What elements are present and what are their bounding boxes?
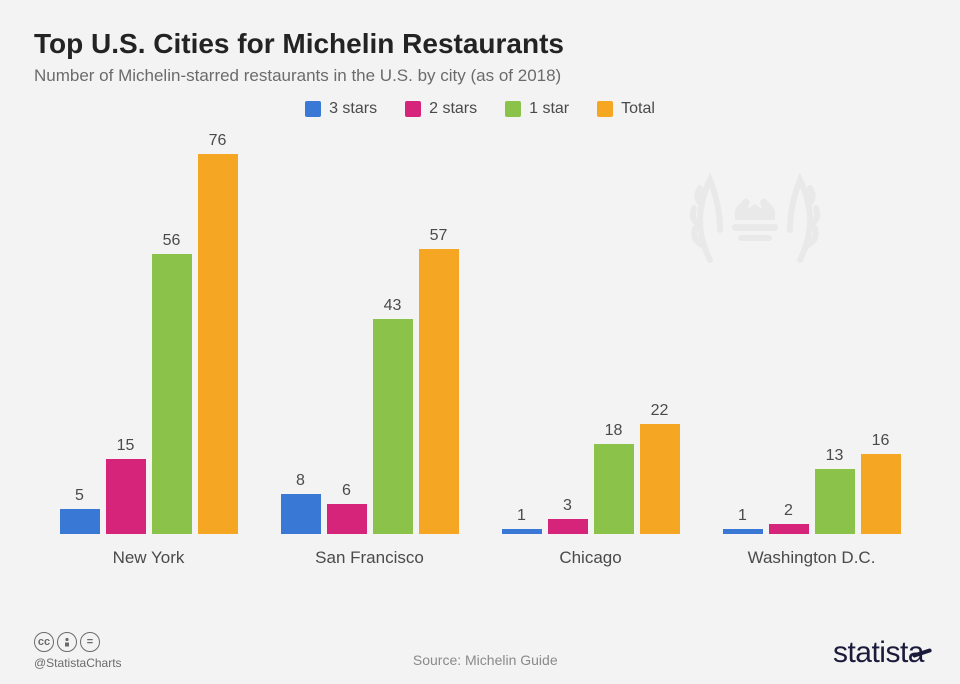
bar [327,504,367,534]
category-label: Washington D.C. [748,548,876,568]
bar-column: 6 [327,482,367,534]
footer: cc = @StatistaCharts Source: Michelin Gu… [34,632,926,670]
bar-column: 5 [60,487,100,534]
bar-value-label: 18 [605,422,623,440]
bar-column: 56 [152,232,192,534]
bar-column: 16 [861,432,901,534]
chart-title: Top U.S. Cities for Michelin Restaurants [34,28,926,60]
laurel-icon [680,150,830,285]
bar [198,154,238,534]
chart-subtitle: Number of Michelin-starred restaurants i… [34,66,926,86]
source-text: Source: Michelin Guide [413,652,558,668]
bar-value-label: 2 [784,502,793,520]
legend-swatch [505,101,521,117]
legend-label: Total [621,100,655,118]
category-label: Chicago [559,548,621,568]
bar [723,529,763,534]
cc-icon: cc [34,632,54,652]
bar-value-label: 22 [651,402,669,420]
legend-item: Total [597,100,655,118]
bar-column: 2 [769,502,809,534]
bar-column: 1 [502,507,542,534]
nd-icon: = [80,632,100,652]
twitter-handle: @StatistaCharts [34,656,122,670]
legend-swatch [405,101,421,117]
bar-value-label: 43 [384,297,402,315]
legend-item: 3 stars [305,100,377,118]
bar-column: 18 [594,422,634,534]
bars: 8 6 43 57 [281,134,459,534]
category-label: New York [113,548,185,568]
bar [548,519,588,534]
bar-column: 15 [106,437,146,534]
legend-label: 3 stars [329,100,377,118]
bar-value-label: 76 [209,132,227,150]
bar-column: 22 [640,402,680,534]
bar-column: 8 [281,472,321,534]
bar [502,529,542,534]
chart-container: Top U.S. Cities for Michelin Restaurants… [0,0,960,684]
bars: 1 3 18 22 [502,134,680,534]
bar-group: 5 15 56 76 New York [38,134,259,568]
bar [106,459,146,534]
bar-value-label: 8 [296,472,305,490]
footer-left: cc = @StatistaCharts [34,632,122,670]
legend-swatch [597,101,613,117]
bar [815,469,855,534]
bar-value-label: 1 [517,507,526,525]
bar [640,424,680,534]
bar-value-label: 57 [430,227,448,245]
bar [419,249,459,534]
bar-value-label: 1 [738,507,747,525]
legend-item: 2 stars [405,100,477,118]
legend-item: 1 star [505,100,569,118]
bar-column: 43 [373,297,413,534]
category-label: San Francisco [315,548,424,568]
bar-column: 76 [198,132,238,534]
bar-value-label: 5 [75,487,84,505]
bar-value-label: 3 [563,497,572,515]
bar-value-label: 16 [872,432,890,450]
legend-label: 1 star [529,100,569,118]
bar [769,524,809,534]
bar-value-label: 56 [163,232,181,250]
bar-column: 3 [548,497,588,534]
legend-label: 2 stars [429,100,477,118]
bars: 5 15 56 76 [60,134,238,534]
bar-group: 1 3 18 22 Chicago [480,134,701,568]
bar-group: 8 6 43 57 San Francisco [259,134,480,568]
by-icon [57,632,77,652]
bar-value-label: 6 [342,482,351,500]
bar-value-label: 13 [826,447,844,465]
bar [281,494,321,534]
bar [152,254,192,534]
statista-logo: statista [833,636,926,670]
legend: 3 stars 2 stars 1 star Total [34,100,926,118]
bar-value-label: 15 [117,437,135,455]
legend-swatch [305,101,321,117]
cc-badges: cc = [34,632,122,652]
bar [60,509,100,534]
bar [594,444,634,534]
bar [861,454,901,534]
bar-column: 13 [815,447,855,534]
bar-column: 1 [723,507,763,534]
bar-column: 57 [419,227,459,534]
bar [373,319,413,534]
